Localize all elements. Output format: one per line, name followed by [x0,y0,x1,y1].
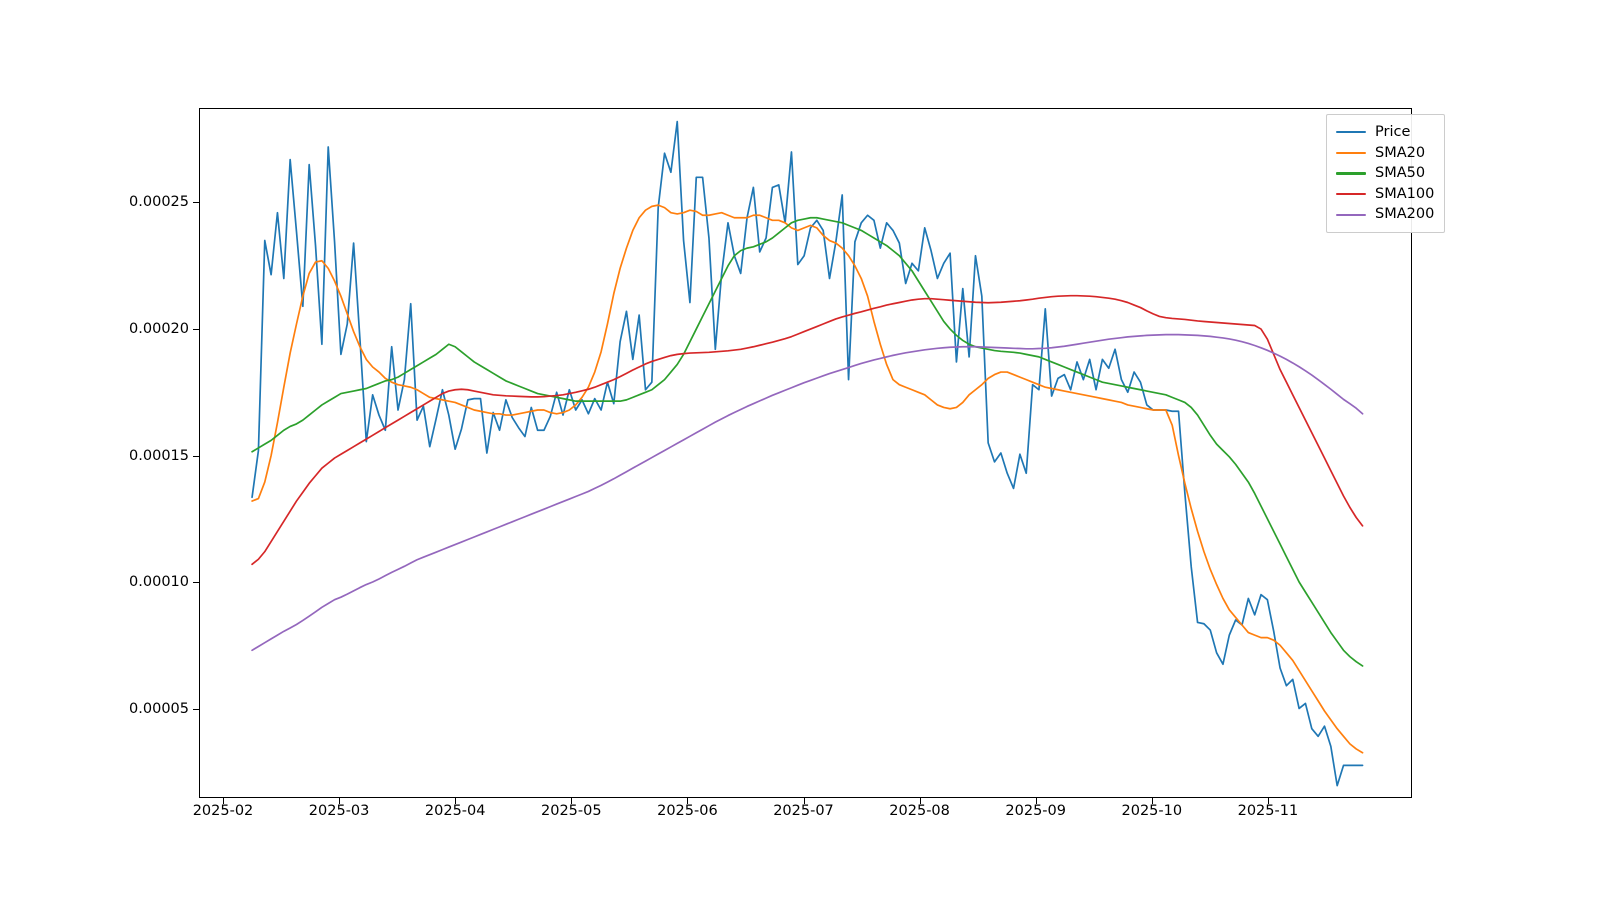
legend-label: SMA200 [1375,206,1435,223]
legend-swatch-icon [1336,172,1366,175]
legend-swatch-icon [1336,213,1366,216]
series-lines [251,120,1364,787]
x-tick-label: 2025-06 [657,803,718,819]
series-line-sma100 [251,294,1364,566]
legend-item-sma100: SMA100 [1336,184,1434,205]
x-tick-mark [1267,798,1269,804]
y-tick-label: 0.00010 [129,574,189,591]
x-tick-label: 2025-04 [424,803,486,819]
x-tick-mark [1151,798,1153,804]
x-tick-mark [919,798,921,804]
y-tick-label: 0.00025 [129,193,189,210]
y-tick-label: 0.00005 [129,701,189,718]
y-tick-mark [193,582,199,584]
y-tick-label: 0.00015 [129,447,189,464]
y-tick-mark [193,455,199,457]
chart-legend: Price SMA20 SMA50 SMA100 SMA200 [1326,114,1446,233]
legend-item-sma20: SMA20 [1336,143,1434,164]
legend-item-sma50: SMA50 [1336,163,1434,184]
x-tick-label: 2025-10 [1121,803,1183,819]
series-line-sma50 [251,216,1364,667]
x-tick-mark [1035,798,1037,804]
legend-label: Price [1375,124,1411,141]
series-line-sma200 [251,333,1364,652]
y-tick-mark [193,328,199,330]
legend-swatch-icon [1336,131,1366,134]
x-tick-mark [687,798,689,804]
y-tick-label: 0.00020 [129,320,189,337]
x-tick-label: 2025-11 [1237,803,1299,819]
x-tick-label: 2025-07 [773,803,834,819]
legend-swatch-icon [1336,151,1366,155]
x-tick-label: 2025-09 [1005,803,1066,819]
x-tick-label: 2025-05 [541,803,602,819]
x-tick-mark [455,798,457,804]
x-tick-mark [223,798,225,804]
y-tick-mark [193,201,199,203]
x-tick-label: 2025-08 [889,803,950,819]
legend-label: SMA20 [1375,144,1426,161]
x-tick-mark [339,798,341,804]
legend-swatch-icon [1336,192,1366,196]
x-tick-label: 2025-03 [308,803,370,819]
y-tick-mark [193,709,199,711]
legend-item-price: Price [1336,122,1434,143]
x-tick-mark [571,798,573,804]
series-line-price [251,120,1364,787]
plot-area [199,108,1412,798]
legend-item-sma200: SMA200 [1336,204,1434,225]
legend-label: SMA100 [1375,185,1435,202]
legend-label: SMA50 [1375,165,1426,182]
x-tick-mark [803,798,805,804]
series-line-sma20 [251,204,1364,754]
x-tick-label: 2025-02 [192,803,254,819]
